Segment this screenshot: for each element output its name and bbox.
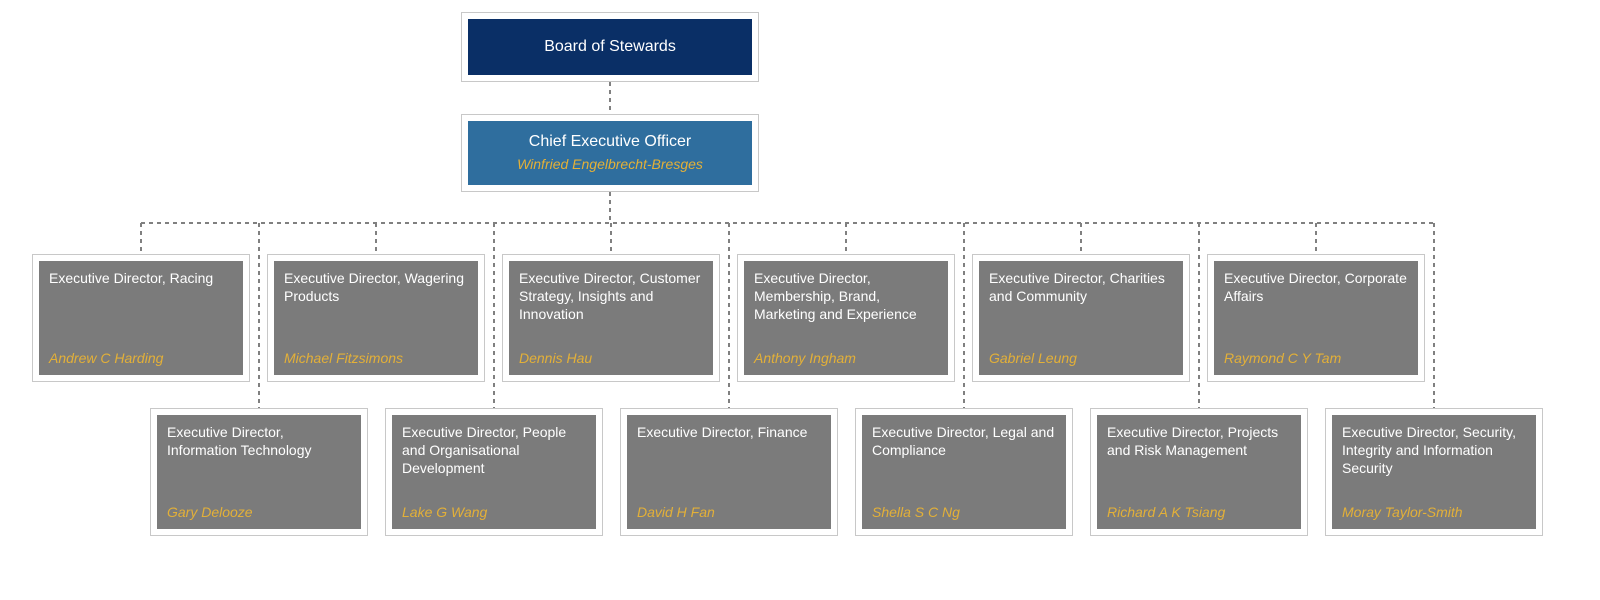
dir-name: Michael Fitzsimons: [284, 349, 468, 367]
dir-name: Gabriel Leung: [989, 349, 1173, 367]
dir-row1-4: Executive Director, Charities and Commun…: [972, 254, 1190, 382]
dir-name: Andrew C Harding: [49, 349, 233, 367]
dir-name: Lake G Wang: [402, 503, 586, 521]
dir-name: David H Fan: [637, 503, 821, 521]
dir-row2-5: Executive Director, Security, Integrity …: [1325, 408, 1543, 536]
dir-name: Richard A K Tsiang: [1107, 503, 1291, 521]
dir-row1-3: Executive Director, Membership, Brand, M…: [737, 254, 955, 382]
node-board: Board of Stewards: [461, 12, 759, 82]
dir-row2-3: Executive Director, Legal and Compliance…: [855, 408, 1073, 536]
dir-row1-5: Executive Director, Corporate Affairs Ray…: [1207, 254, 1425, 382]
dir-name: Shella S C Ng: [872, 503, 1056, 521]
dir-row1-0: Executive Director, Racing Andrew C Hardi…: [32, 254, 250, 382]
ceo-name: Winfried Engelbrecht-Bresges: [478, 155, 742, 173]
dir-title: Executive Director, Security, Integrity …: [1342, 423, 1526, 478]
dir-title: Executive Director, Corporate Affairs: [1224, 269, 1408, 305]
ceo-title: Chief Executive Officer: [478, 133, 742, 151]
node-ceo: Chief Executive Officer Winfried Engelbr…: [461, 114, 759, 192]
dir-title: Executive Director, Finance: [637, 423, 821, 441]
dir-name: Gary Delooze: [167, 503, 351, 521]
dir-title: Executive Director, Customer Strategy, I…: [519, 269, 703, 324]
dir-row2-0: Executive Director, Information Technolo…: [150, 408, 368, 536]
dir-title: Executive Director, Information Technolo…: [167, 423, 351, 459]
dir-title: Executive Director, Legal and Compliance: [872, 423, 1056, 459]
node-ceo-inner: Chief Executive Officer Winfried Engelbr…: [468, 121, 752, 185]
dir-name: Dennis Hau: [519, 349, 703, 367]
dir-row2-2: Executive Director, Finance David H Fan: [620, 408, 838, 536]
dir-row1-1: Executive Director, Wagering Products Mic…: [267, 254, 485, 382]
board-title: Board of Stewards: [478, 38, 742, 56]
dir-row1-2: Executive Director, Customer Strategy, I…: [502, 254, 720, 382]
dir-name: Raymond C Y Tam: [1224, 349, 1408, 367]
dir-row2-4: Executive Director, Projects and Risk Ma…: [1090, 408, 1308, 536]
dir-row2-1: Executive Director, People and Organisat…: [385, 408, 603, 536]
node-board-inner: Board of Stewards: [468, 19, 752, 75]
dir-title: Executive Director, People and Organisat…: [402, 423, 586, 478]
dir-title: Executive Director, Racing: [49, 269, 233, 287]
dir-title: Executive Director, Charities and Commun…: [989, 269, 1173, 305]
dir-title: Executive Director, Membership, Brand, M…: [754, 269, 938, 324]
dir-name: Anthony Ingham: [754, 349, 938, 367]
dir-title: Executive Director, Wagering Products: [284, 269, 468, 305]
dir-title: Executive Director, Projects and Risk Ma…: [1107, 423, 1291, 459]
dir-name: Moray Taylor-Smith: [1342, 503, 1526, 521]
